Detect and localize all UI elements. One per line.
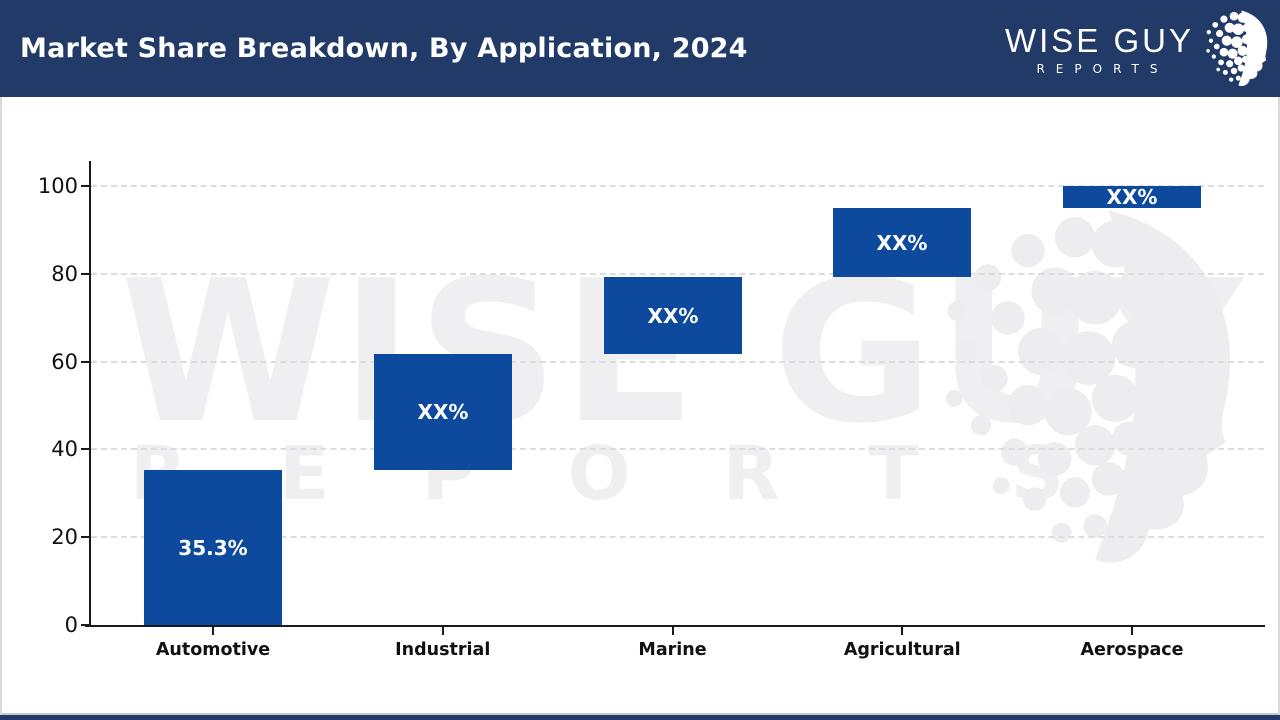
- logo-subtext: REPORTS: [1036, 61, 1169, 76]
- bar-agricultural: XX%: [833, 208, 971, 277]
- plot-area: 0 20 40 60 80 100 35.3% Automotive XX% Industrial…: [2, 97, 1278, 713]
- page-title: Market Share Breakdown, By Application, …: [20, 33, 748, 64]
- x-tick-automotive: [212, 627, 214, 635]
- gridline-y-40: [91, 448, 1264, 451]
- bar-value-label-industrial: XX%: [417, 400, 469, 424]
- x-axis-label-agricultural: Agricultural: [843, 640, 961, 660]
- bar-automotive: 35.3%: [144, 470, 282, 625]
- y-tick-label-20: 20: [51, 525, 78, 550]
- y-axis-line: [89, 161, 91, 627]
- footer-bar: [0, 715, 1280, 720]
- bar-value-label-marine: XX%: [647, 303, 699, 328]
- y-tick-label-60: 60: [51, 349, 78, 374]
- brand-logo: WISE GUY REPORTS: [1005, 0, 1270, 97]
- chart-area: WISE GUY REPORTS 0 20 40 60 80 100 35.3% Automo…: [0, 97, 1280, 715]
- y-tick-label-40: 40: [51, 437, 78, 462]
- bar-aerospace: XX%: [1063, 185, 1201, 209]
- y-tick-40: [81, 448, 90, 451]
- header: Market Share Breakdown, By Application, …: [0, 0, 1280, 97]
- x-axis-label-automotive: Automotive: [155, 640, 271, 660]
- bar-marine: XX%: [604, 277, 742, 354]
- gridline-y-20: [91, 536, 1264, 539]
- x-axis-label-aerospace: Aerospace: [1080, 640, 1184, 660]
- y-tick-label-80: 80: [51, 261, 78, 286]
- y-tick-label-0: 0: [64, 613, 78, 637]
- wiseguy-face-icon: [1198, 7, 1270, 91]
- x-tick-agricultural: [901, 627, 904, 635]
- y-tick-0: [81, 624, 90, 626]
- y-tick-60: [81, 360, 90, 363]
- y-tick-100: [81, 185, 90, 187]
- x-axis-label-industrial: Industrial: [395, 640, 491, 660]
- bar-value-label-aerospace: XX%: [1106, 185, 1158, 209]
- gridline-y-100: [91, 185, 1264, 187]
- gridline-y-60: [91, 360, 1264, 363]
- bar-industrial: XX%: [374, 354, 512, 470]
- y-tick-80: [81, 272, 90, 275]
- y-tick-20: [81, 536, 90, 539]
- logo-wordmark: WISE GUY: [1004, 21, 1194, 59]
- bar-value-label-automotive: 35.3%: [178, 535, 248, 560]
- x-tick-industrial: [441, 627, 444, 635]
- bar-value-label-agricultural: XX%: [876, 230, 928, 255]
- x-tick-marine: [671, 627, 674, 635]
- x-axis-line: [85, 625, 1265, 627]
- gridline-y-80: [91, 272, 1264, 275]
- x-axis-label-marine: Marine: [638, 640, 707, 660]
- y-tick-label-100: 100: [37, 174, 78, 198]
- x-tick-aerospace: [1131, 627, 1133, 635]
